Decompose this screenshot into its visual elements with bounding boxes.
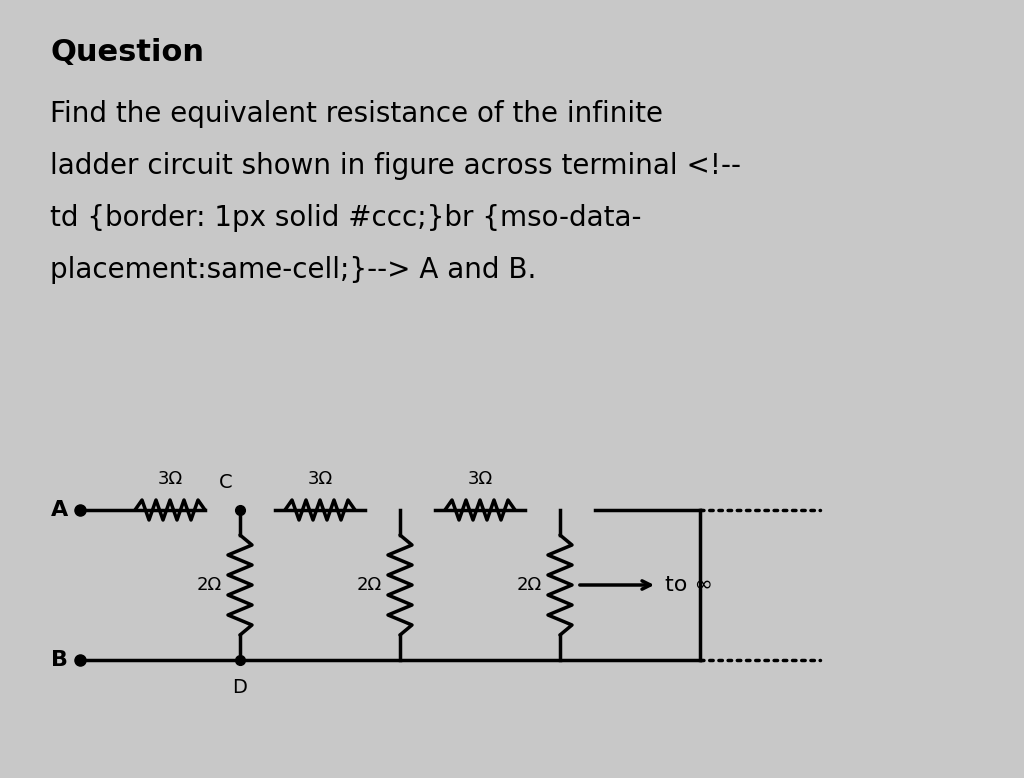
Text: 2Ω: 2Ω [357, 576, 382, 594]
Text: 2Ω: 2Ω [197, 576, 222, 594]
Text: ladder circuit shown in figure across terminal <!--: ladder circuit shown in figure across te… [50, 152, 741, 180]
Text: C: C [218, 473, 232, 492]
Text: Find the equivalent resistance of the infinite: Find the equivalent resistance of the in… [50, 100, 663, 128]
Text: placement:same-cell;}--> A and B.: placement:same-cell;}--> A and B. [50, 256, 537, 284]
Text: to ∞: to ∞ [665, 575, 713, 595]
Text: B: B [51, 650, 68, 670]
Text: 3Ω: 3Ω [158, 470, 182, 488]
Text: td {border: 1px solid #ccc;}br {mso-data-: td {border: 1px solid #ccc;}br {mso-data… [50, 204, 641, 232]
Text: D: D [232, 678, 248, 697]
Text: 3Ω: 3Ω [307, 470, 333, 488]
Text: 3Ω: 3Ω [467, 470, 493, 488]
Text: 2Ω: 2Ω [517, 576, 542, 594]
Text: A: A [51, 500, 68, 520]
Text: Question: Question [50, 38, 204, 67]
